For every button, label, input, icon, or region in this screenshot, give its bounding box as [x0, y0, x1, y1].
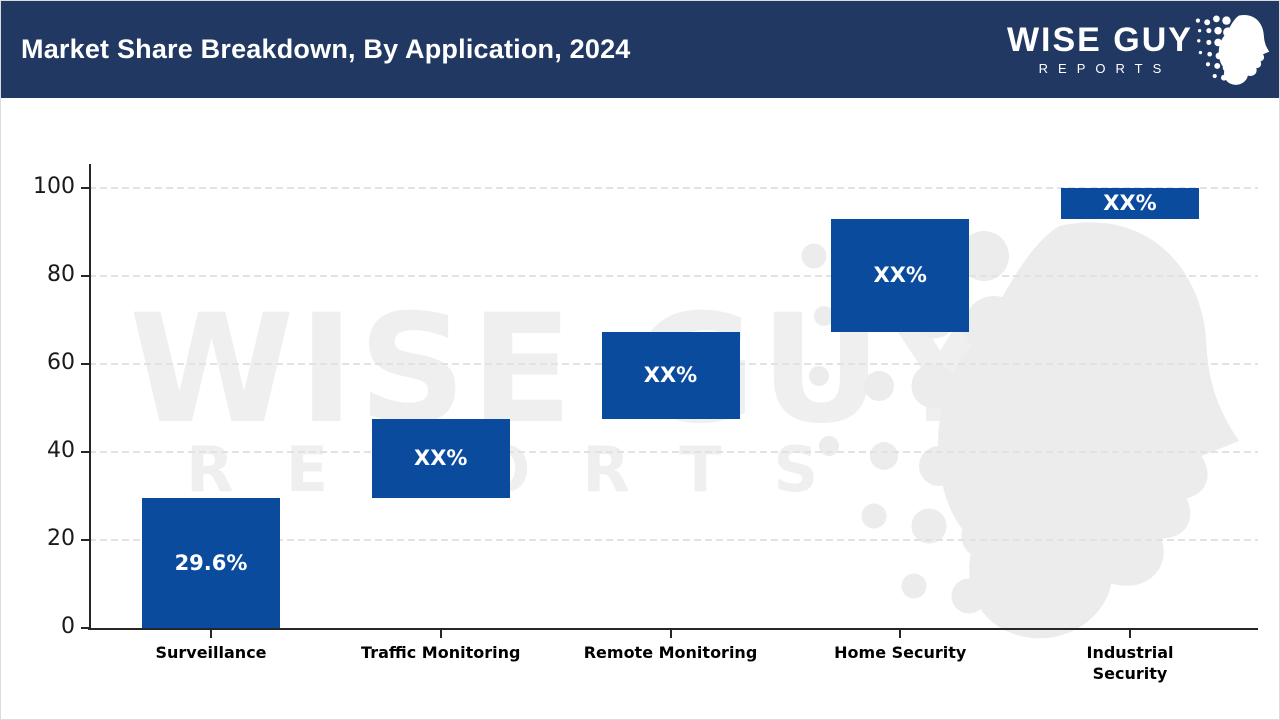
gridline [89, 451, 1258, 453]
y-tick-mark [81, 539, 89, 541]
brand-logo: WISE GUY REPORTS [1007, 12, 1279, 88]
x-tick-mark [439, 630, 442, 638]
x-tick-mark [1129, 630, 1131, 638]
x-tick-mark [210, 630, 212, 638]
brand-subname: REPORTS [1038, 61, 1172, 76]
page-title: Market Share Breakdown, By Application, … [21, 34, 631, 64]
x-tick-label: Surveillance [155, 643, 267, 662]
brand-logo-text: WISE GUY REPORTS [1007, 23, 1193, 76]
y-tick-mark [81, 627, 89, 629]
bar-home-security: XX% [831, 218, 970, 332]
y-tick-label: 0 [61, 614, 75, 639]
bar-industrial-security: XX% [1061, 188, 1199, 219]
y-tick-label: 60 [47, 350, 75, 375]
bar-traffic-monitoring: XX% [371, 419, 510, 498]
y-tick-label: 40 [47, 438, 75, 463]
x-tick-label: Remote Monitoring [583, 643, 758, 662]
brand-face-icon [1195, 14, 1270, 85]
x-tick-label: Traffic Monitoring [361, 643, 521, 662]
y-tick-label: 100 [33, 174, 75, 199]
gridline [89, 187, 1258, 189]
x-tick-label: Home Security [834, 643, 967, 662]
x-tick-mark [899, 630, 902, 638]
y-tick-mark [81, 275, 89, 277]
x-tick-label: Industrial Security [1086, 643, 1174, 683]
bar-value-label: XX% [643, 363, 698, 388]
bar-value-label: XX% [1103, 191, 1157, 216]
bar-value-label: 29.6% [174, 550, 248, 575]
gridline [89, 539, 1258, 541]
bar-value-label: XX% [414, 446, 468, 471]
x-tick-mark [669, 630, 672, 638]
y-tick-mark [81, 451, 89, 453]
bar-value-label: XX% [873, 263, 927, 288]
gridline [89, 275, 1258, 277]
header-bar: Market Share Breakdown, By Application, … [1, 1, 1279, 98]
brand-name: WISE GUY [1006, 21, 1193, 59]
bar-surveillance: 29.6% [142, 497, 280, 628]
y-tick-mark [81, 187, 89, 189]
x-axis-spine [88, 628, 1258, 630]
y-tick-label: 80 [47, 262, 75, 287]
watermark-face-icon [801, 222, 1239, 639]
bar-remote-monitoring: XX% [601, 331, 740, 419]
y-tick-mark [81, 363, 89, 365]
y-axis-spine [89, 164, 91, 630]
y-tick-label: 20 [47, 526, 75, 551]
